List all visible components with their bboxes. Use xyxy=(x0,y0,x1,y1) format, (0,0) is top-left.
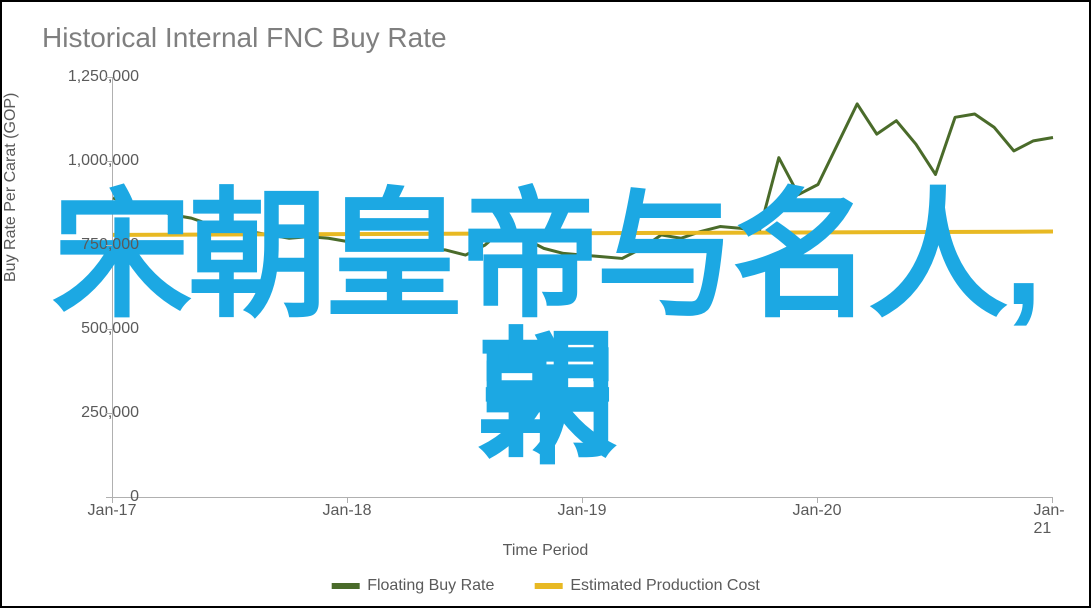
legend-swatch xyxy=(331,583,359,589)
chart-title: Historical Internal FNC Buy Rate xyxy=(42,22,447,54)
plot-area xyxy=(112,77,1053,498)
xtick-mark xyxy=(582,497,583,503)
legend-swatch xyxy=(534,583,562,589)
legend-label: Estimated Production Cost xyxy=(570,577,759,595)
legend: Floating Buy Rate Estimated Production Co… xyxy=(331,577,760,595)
ytick-mark xyxy=(106,413,112,414)
ytick-label: 500,000 xyxy=(19,320,139,338)
xtick-label: Jan-20 xyxy=(793,502,842,520)
ytick-mark xyxy=(106,245,112,246)
ytick-mark xyxy=(106,161,112,162)
ytick-label: 1,000,000 xyxy=(19,152,139,170)
legend-label: Floating Buy Rate xyxy=(367,577,494,595)
ytick-label: 750,000 xyxy=(19,236,139,254)
xtick-label: Jan-19 xyxy=(558,502,607,520)
xtick-mark xyxy=(347,497,348,503)
xtick-mark xyxy=(112,497,113,503)
ytick-label: 250,000 xyxy=(19,404,139,422)
xtick-label: Jan-21 xyxy=(1034,502,1071,538)
chart-container: Historical Internal FNC Buy Rate Buy Rat… xyxy=(0,0,1091,608)
legend-item: Estimated Production Cost xyxy=(534,577,759,595)
y-axis-label: Buy Rate Per Carat (GOP) xyxy=(2,93,20,282)
xtick-label: Jan-17 xyxy=(88,502,137,520)
legend-item: Floating Buy Rate xyxy=(331,577,494,595)
ytick-label: 1,250,000 xyxy=(19,68,139,86)
xtick-mark xyxy=(1052,497,1053,503)
ytick-mark xyxy=(106,329,112,330)
xtick-mark xyxy=(817,497,818,503)
ytick-mark xyxy=(106,77,112,78)
x-axis-label: Time Period xyxy=(503,542,589,560)
xtick-label: Jan-18 xyxy=(323,502,372,520)
chart-svg xyxy=(113,77,1053,497)
